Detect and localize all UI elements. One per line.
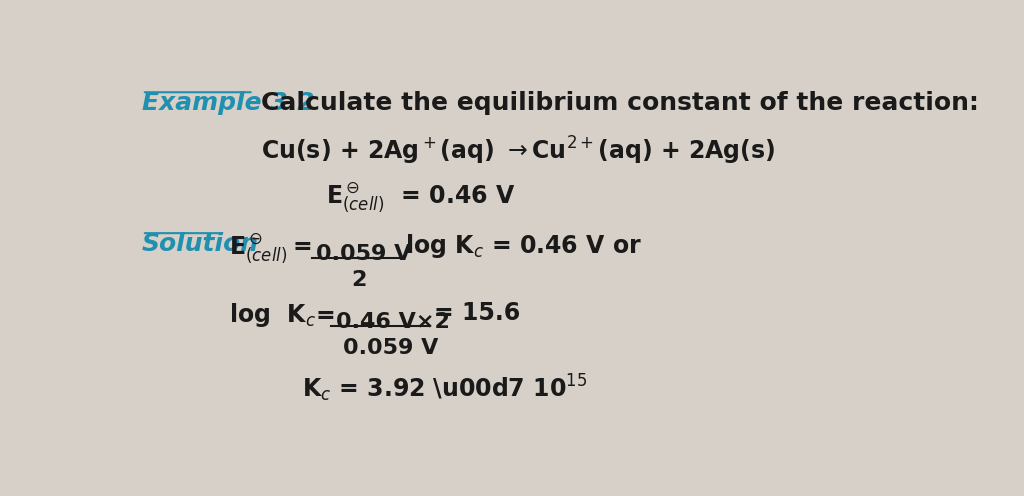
Text: 2: 2 — [351, 270, 367, 291]
Text: Cu(s) + 2Ag$^+$(aq) $\rightarrow$Cu$^{2+}$(aq) + 2Ag(s): Cu(s) + 2Ag$^+$(aq) $\rightarrow$Cu$^{2+… — [261, 135, 776, 167]
Text: =: = — [292, 235, 312, 259]
Text: = 15.6: = 15.6 — [434, 301, 520, 325]
Text: Solution: Solution — [142, 232, 259, 256]
Text: Example 3.2: Example 3.2 — [142, 91, 314, 115]
Text: log  K$_c$: log K$_c$ — [228, 301, 315, 329]
Text: E$^\ominus_{(cell)}$: E$^\ominus_{(cell)}$ — [228, 232, 287, 265]
Text: K$_c$ = 3.92 \u00d7 10$^{15}$: K$_c$ = 3.92 \u00d7 10$^{15}$ — [302, 372, 588, 404]
Text: 0.059 V: 0.059 V — [343, 338, 439, 358]
Text: 0.46 V×2: 0.46 V×2 — [336, 312, 450, 332]
Text: E$^\ominus_{(cell)}$  = 0.46 V: E$^\ominus_{(cell)}$ = 0.46 V — [326, 181, 515, 214]
Text: Calculate the equilibrium constant of the reaction:: Calculate the equilibrium constant of th… — [261, 91, 979, 115]
Text: log K$_c$ = 0.46 V or: log K$_c$ = 0.46 V or — [406, 232, 642, 260]
Text: 0.059 V: 0.059 V — [315, 245, 411, 264]
Text: =: = — [315, 305, 335, 328]
